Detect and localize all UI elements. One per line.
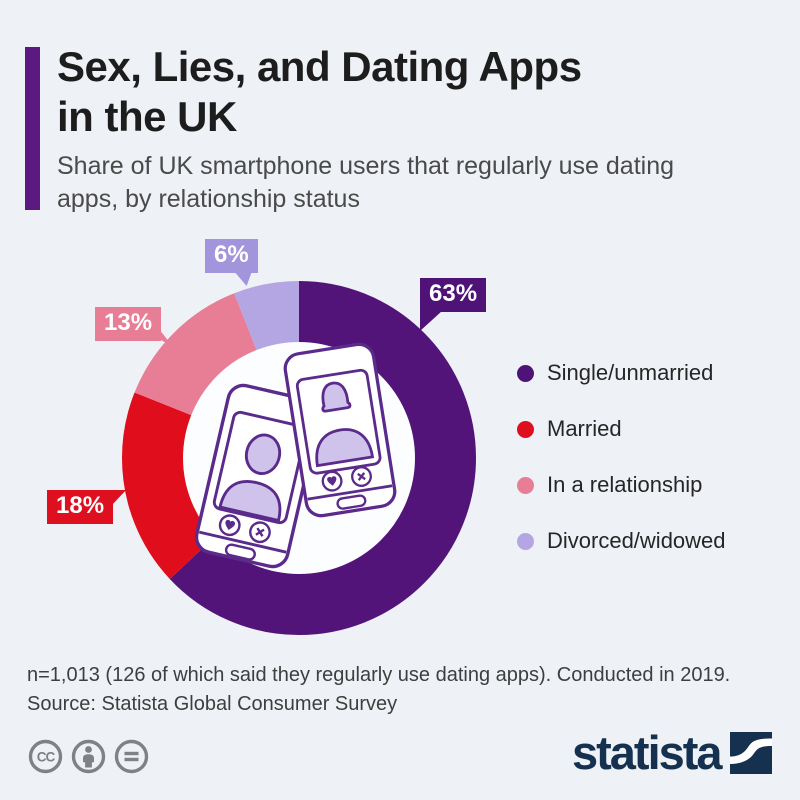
subtitle-line-2: apps, by relationship status [57, 185, 360, 213]
chart-subtitle: Share of UK smartphone users that regula… [57, 150, 674, 216]
x-icon [255, 527, 265, 537]
legend-label: In a relationship [547, 472, 703, 497]
title-accent-bar [25, 47, 40, 210]
legend: Single/unmarried Married In a relationsh… [517, 345, 726, 569]
donut-segment-divorced-widowed [122, 281, 476, 635]
statista-logo-mark [729, 732, 772, 774]
legend-item-married: Married [517, 401, 726, 457]
title-line-1: Sex, Lies, and Dating Apps [57, 43, 582, 90]
heart-icon [225, 519, 236, 530]
legend-label: Single/unmarried [547, 360, 714, 385]
legend-item-single-unmarried: Single/unmarried [517, 345, 726, 401]
legend-item-in-a-relationship: In a relationship [517, 457, 726, 513]
callout-married: 18% [47, 490, 114, 524]
profile-head-icon [321, 381, 352, 413]
svg-text:CC: CC [37, 750, 56, 765]
legend-swatch-divorced-widowed [517, 532, 534, 550]
license-icons: CC [27, 738, 150, 775]
statista-branding: statista [572, 726, 772, 779]
legend-swatch-in-a-relationship [517, 476, 534, 494]
legend-swatch-single-unmarried [517, 364, 534, 382]
home-button-icon [336, 494, 367, 510]
no-derivatives-icon [114, 739, 149, 774]
sample-note: n=1,013 (126 of which said they regularl… [27, 664, 731, 686]
cc-icon: CC [28, 739, 63, 774]
footnote: n=1,013 (126 of which said they regularl… [27, 661, 730, 719]
phone-left [194, 383, 322, 569]
callout-in-a-relationship: 13% [95, 307, 162, 341]
legend-item-divorced-widowed: Divorced/widowed [517, 513, 726, 569]
callout-divorced-widowed: 6% [205, 239, 258, 273]
source-note: Source: Statista Global Consumer Survey [27, 693, 398, 715]
home-button-icon [224, 543, 256, 561]
profile-head-icon [244, 433, 282, 475]
donut-segment-married [122, 281, 476, 635]
x-icon [357, 472, 366, 481]
subtitle-line-1: Share of UK smartphone users that regula… [57, 152, 675, 180]
profile-shoulders-icon [315, 428, 375, 468]
page-title: Sex, Lies, and Dating Apps in the UK [57, 42, 582, 142]
profile-shoulders-icon [218, 480, 282, 523]
dating-phones-illustration [194, 342, 397, 569]
phone-divider [307, 484, 393, 501]
attribution-icon [71, 739, 106, 774]
statista-wordmark: statista [572, 726, 723, 779]
legend-label: Divorced/widowed [547, 528, 726, 553]
title-line-2: in the UK [57, 93, 237, 140]
phone-divider [198, 530, 287, 554]
heart-icon [327, 476, 337, 486]
legend-label: Married [547, 416, 622, 441]
legend-swatch-married [517, 420, 534, 438]
donut-chart [122, 281, 476, 635]
callout-single-unmarried: 63% [420, 278, 487, 312]
phone-right [283, 342, 397, 518]
